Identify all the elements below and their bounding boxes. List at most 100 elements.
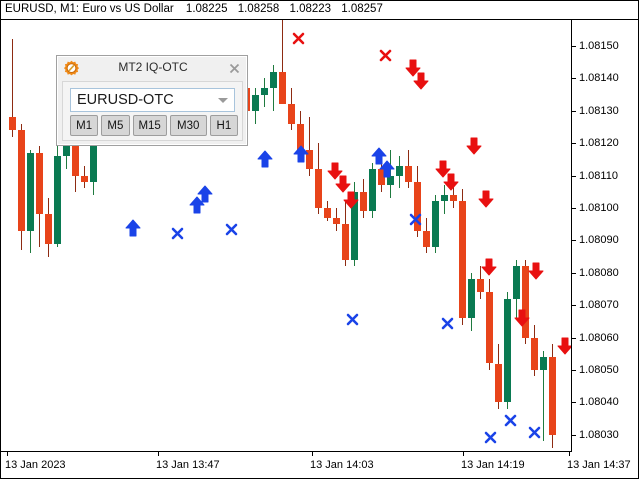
candle-body — [9, 117, 16, 131]
buy-signal-arrow-icon — [197, 185, 213, 203]
price-axis-label: 1.08070 — [579, 299, 619, 311]
price-axis-label: 1.08030 — [579, 429, 619, 441]
time-axis-tick — [569, 451, 570, 456]
chevron-down-icon[interactable] — [218, 98, 228, 103]
candle-body — [504, 298, 511, 403]
candle-body — [279, 71, 286, 105]
time-axis-label: 13 Jan 14:19 — [461, 459, 525, 471]
sell-signal-x-icon — [379, 49, 392, 62]
candle-body — [378, 169, 385, 186]
ohlc-high: 1.08258 — [237, 3, 280, 15]
buy-signal-arrow-icon — [293, 145, 309, 163]
candle-body — [441, 194, 448, 202]
buy-signal-x-icon — [504, 414, 517, 427]
candle-body — [414, 182, 421, 231]
candle-body — [27, 152, 34, 231]
sell-signal-arrow-icon — [557, 337, 571, 355]
symbol-select[interactable]: EURUSD-OTC — [70, 88, 235, 112]
candle-body — [45, 214, 52, 244]
price-axis-tick — [571, 176, 576, 177]
price-axis-label: 1.08140 — [579, 72, 619, 84]
candle-body — [468, 279, 475, 319]
price-axis-tick — [571, 305, 576, 306]
time-axis-tick — [312, 451, 313, 456]
buy-signal-x-icon — [346, 313, 359, 326]
buy-signal-x-icon — [225, 223, 238, 236]
candle-body — [306, 149, 313, 170]
mt2-dialog[interactable]: MT2 IQ-OTC EURUSD-OTC M1 M5 M15 M30 H1 — [56, 55, 248, 146]
candle-body — [54, 156, 61, 244]
price-axis-line — [571, 19, 572, 451]
candle-body — [351, 191, 358, 260]
candle-body — [18, 130, 25, 231]
candle-body — [423, 230, 430, 247]
price-axis-label: 1.08110 — [579, 170, 618, 182]
buy-signal-arrow-icon — [189, 196, 205, 214]
candle-body — [252, 94, 259, 111]
candle-body — [81, 175, 88, 183]
candle-body — [333, 217, 340, 225]
timeframe-button-m5[interactable]: M5 — [101, 115, 130, 136]
buy-signal-arrow-icon — [125, 219, 141, 237]
candle-body — [270, 71, 277, 89]
candle-body — [288, 104, 295, 124]
sell-signal-arrow-icon — [443, 173, 459, 191]
candle-body — [324, 207, 331, 218]
timeframe-button-m30[interactable]: M30 — [169, 115, 207, 136]
buy-signal-arrow-icon — [257, 150, 273, 168]
candle-wick — [453, 182, 454, 208]
price-axis-tick — [571, 111, 576, 112]
candle-wick — [282, 20, 283, 82]
time-axis-label: 13 Jan 14:37 — [567, 459, 631, 471]
price-axis-label: 1.08100 — [579, 202, 619, 214]
candlestick-plot — [1, 20, 571, 451]
buy-signal-x-icon — [409, 213, 422, 226]
timeframe-button-h1[interactable]: H1 — [209, 115, 239, 136]
buy-signal-x-icon — [484, 431, 497, 444]
price-axis-label: 1.08130 — [579, 105, 619, 117]
sell-signal-x-icon — [292, 32, 305, 45]
candle-wick — [309, 117, 310, 176]
price-axis-label: 1.08060 — [579, 332, 619, 344]
candle-body — [387, 175, 394, 186]
price-axis-tick — [571, 435, 576, 436]
time-axis-label: 13 Jan 14:03 — [310, 459, 374, 471]
sell-signal-arrow-icon — [335, 175, 351, 193]
mt2-gear-icon — [63, 60, 80, 77]
buy-signal-arrow-icon — [379, 160, 395, 178]
ohlc-open: 1.08225 — [185, 3, 228, 15]
sell-signal-arrow-icon — [413, 72, 429, 90]
time-axis-tick — [463, 451, 464, 456]
price-axis-label: 1.08120 — [579, 137, 619, 149]
timeframe-button-m1[interactable]: M1 — [70, 115, 99, 136]
candle-body — [396, 165, 403, 176]
header-divider — [1, 19, 638, 20]
buy-signal-x-icon — [171, 227, 184, 240]
dialog-title-bar[interactable]: MT2 IQ-OTC — [57, 56, 247, 81]
timeframe-button-m15[interactable]: M15 — [132, 115, 167, 136]
price-axis-label: 1.08150 — [579, 40, 619, 52]
candle-body — [297, 123, 304, 150]
price-axis-tick — [571, 273, 576, 274]
candle-body — [459, 201, 466, 319]
sell-signal-arrow-icon — [528, 262, 544, 280]
sell-signal-arrow-icon — [466, 137, 482, 155]
candle-body — [513, 266, 520, 299]
candle-body — [531, 337, 538, 370]
sell-signal-arrow-icon — [481, 258, 497, 276]
price-axis-tick — [571, 46, 576, 47]
price-axis-label: 1.08090 — [579, 234, 619, 246]
candle-body — [369, 169, 376, 212]
candle-body — [522, 266, 529, 338]
sell-signal-arrow-icon — [327, 162, 343, 180]
close-icon[interactable] — [228, 62, 241, 75]
buy-signal-x-icon — [528, 426, 541, 439]
candle-body — [432, 201, 439, 247]
ohlc-close: 1.08257 — [341, 3, 383, 15]
candle-body — [36, 152, 43, 215]
ohlc-low: 1.08223 — [289, 3, 332, 15]
price-axis-tick — [571, 143, 576, 144]
candle-body — [315, 169, 322, 208]
candle-body — [90, 123, 97, 183]
